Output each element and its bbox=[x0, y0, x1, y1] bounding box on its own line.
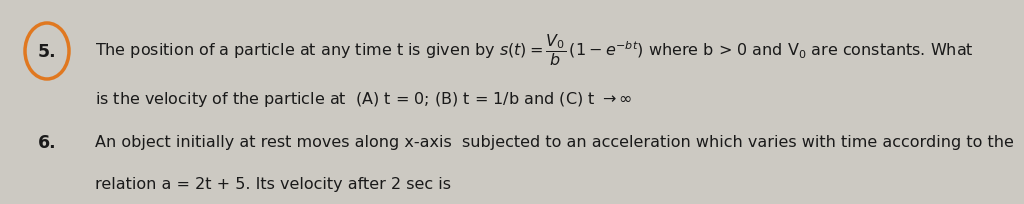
Text: 5.: 5. bbox=[38, 43, 56, 61]
Text: 6.: 6. bbox=[38, 133, 56, 151]
Text: An object initially at rest moves along x-axis  subjected to an acceleration whi: An object initially at rest moves along … bbox=[95, 135, 1014, 150]
Text: The position of a particle at any time t is given by $s(t)=\dfrac{V_0}{b}\,(1-e^: The position of a particle at any time t… bbox=[95, 32, 974, 68]
Text: relation a = 2t + 5. Its velocity after 2 sec is: relation a = 2t + 5. Its velocity after … bbox=[95, 177, 451, 192]
Text: is the velocity of the particle at  (A) t = 0; (B) t = 1/b and (C) t $\rightarro: is the velocity of the particle at (A) t… bbox=[95, 90, 632, 109]
